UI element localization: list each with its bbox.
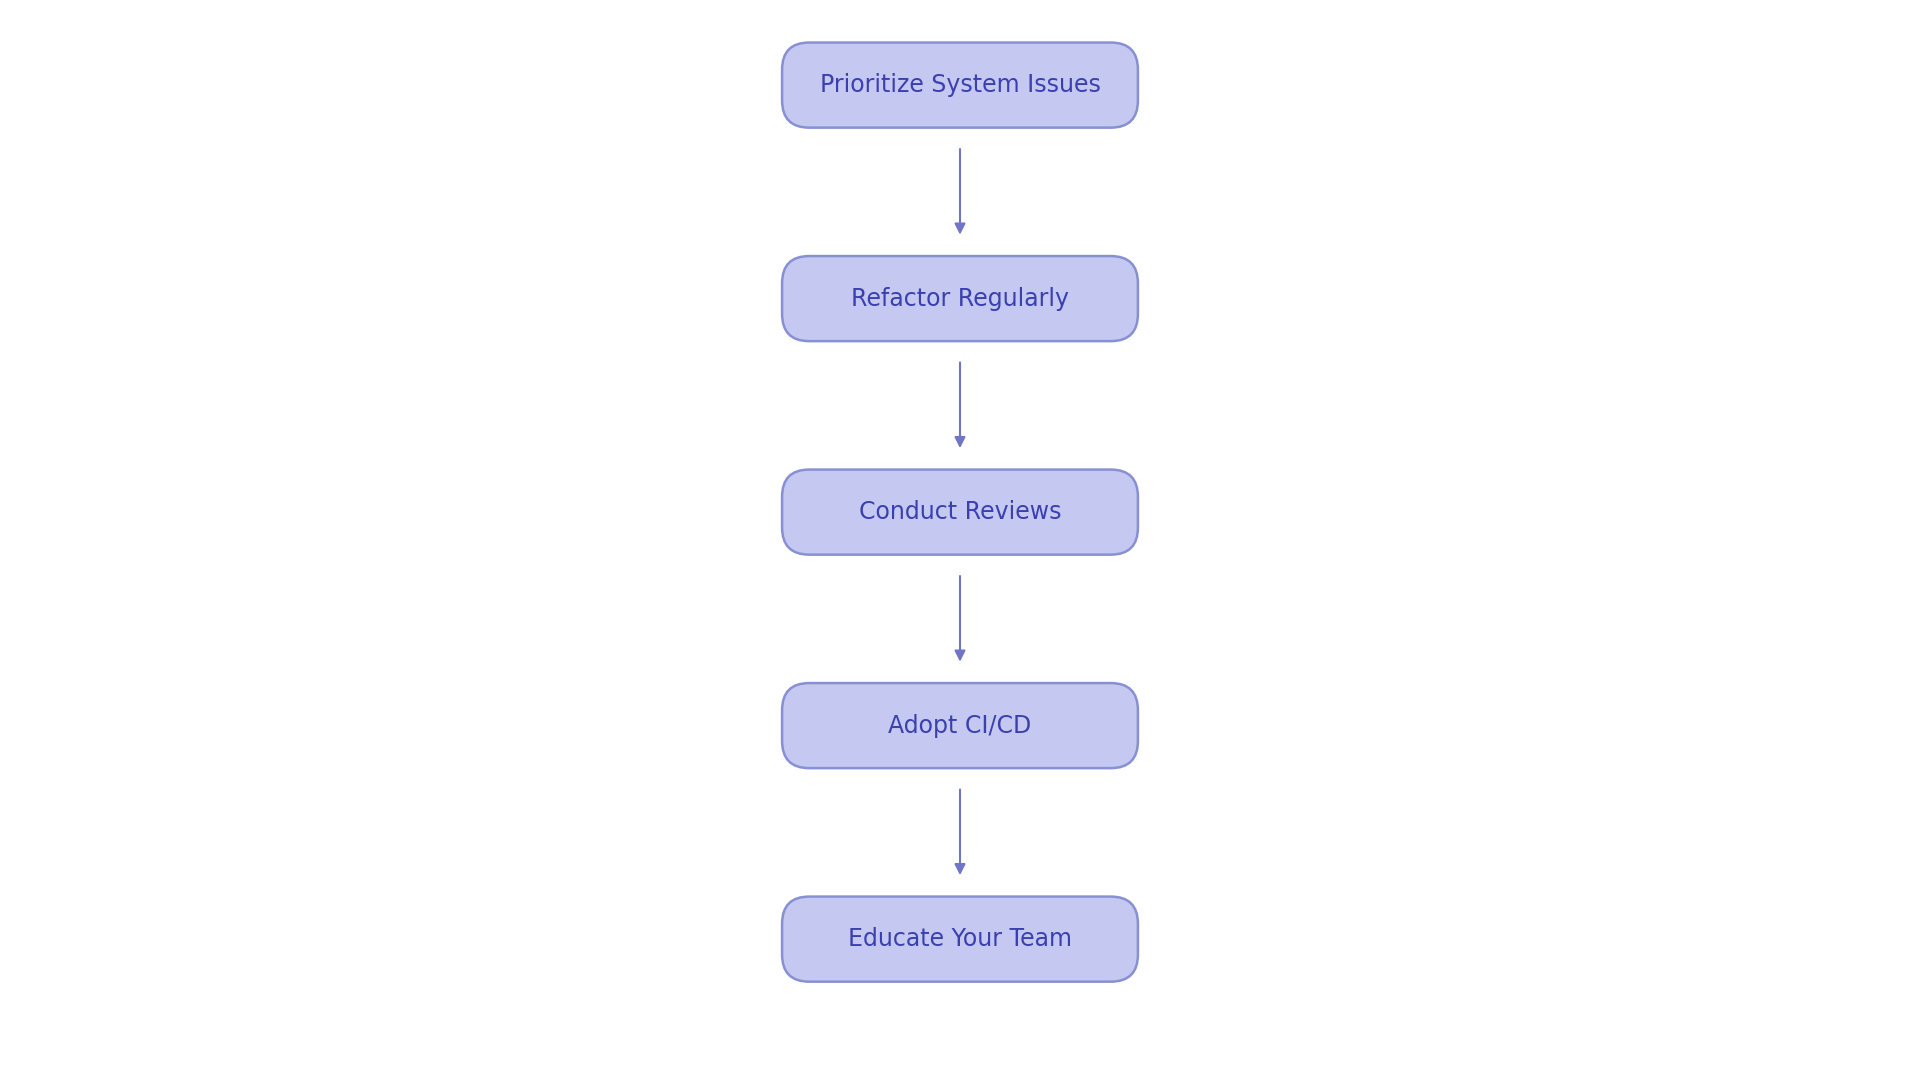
Text: Prioritize System Issues: Prioritize System Issues	[820, 73, 1100, 97]
FancyBboxPatch shape	[781, 683, 1139, 768]
Text: Educate Your Team: Educate Your Team	[849, 927, 1071, 951]
Text: Refactor Regularly: Refactor Regularly	[851, 287, 1069, 311]
FancyBboxPatch shape	[781, 470, 1139, 554]
Text: Conduct Reviews: Conduct Reviews	[858, 500, 1062, 524]
FancyBboxPatch shape	[781, 42, 1139, 128]
Text: Adopt CI/CD: Adopt CI/CD	[889, 714, 1031, 738]
FancyBboxPatch shape	[781, 256, 1139, 341]
FancyBboxPatch shape	[781, 897, 1139, 981]
